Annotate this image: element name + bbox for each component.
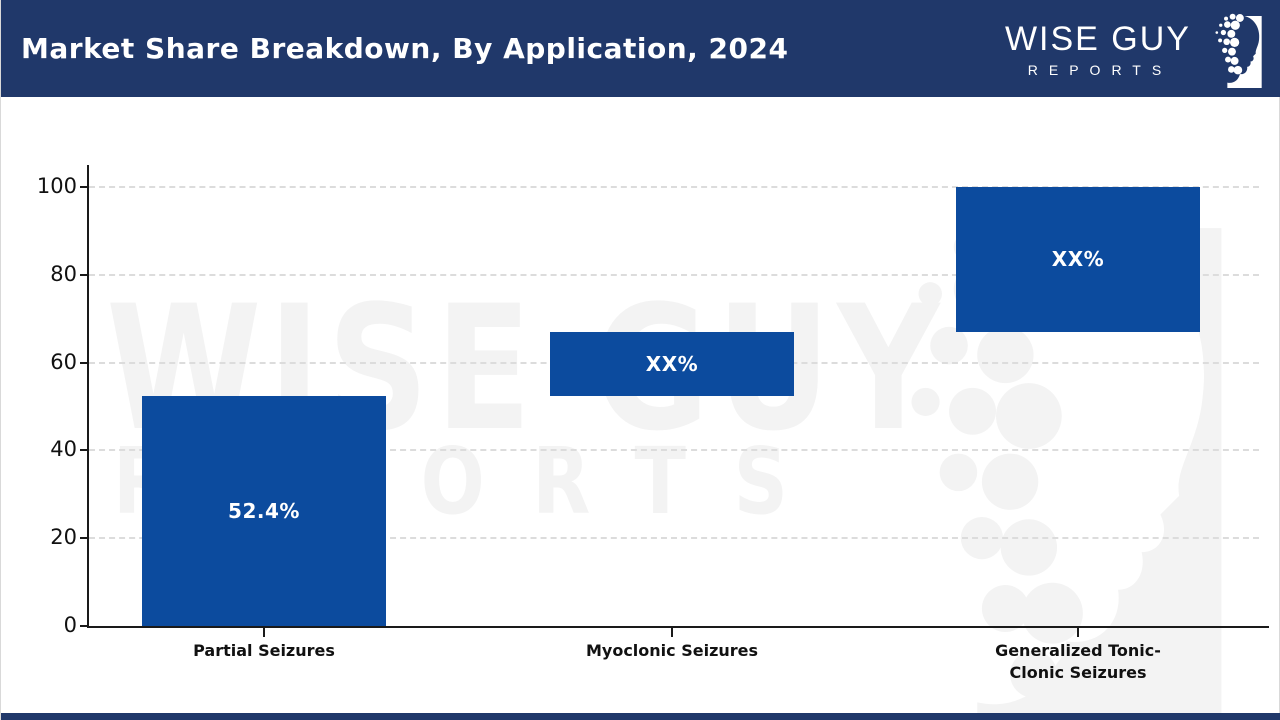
wise-guy-reports-logo: WISE GUY REPORTS bbox=[1005, 6, 1263, 92]
y-axis-tick-mark bbox=[80, 361, 89, 364]
chart-title: Market Share Breakdown, By Application, … bbox=[21, 32, 789, 65]
bar-value-label: XX% bbox=[1051, 247, 1105, 272]
y-axis-line bbox=[87, 165, 89, 628]
y-axis-tick-mark bbox=[80, 449, 89, 452]
bar-1: 52.4% bbox=[142, 395, 386, 626]
y-axis-tick-mark bbox=[80, 186, 89, 188]
logo-text: WISE GUY REPORTS bbox=[1005, 20, 1191, 78]
y-axis-tick-label: 60 bbox=[50, 349, 77, 374]
header-bar: Market Share Breakdown, By Application, … bbox=[1, 0, 1280, 97]
y-axis-tick-label: 20 bbox=[50, 525, 77, 550]
x-axis-line bbox=[87, 626, 1269, 628]
x-category-label: Generalized Tonic-Clonic Seizures bbox=[995, 641, 1161, 682]
logo-wordmark: WISE GUY bbox=[1004, 20, 1191, 58]
y-axis-tick-label: 80 bbox=[50, 261, 77, 286]
bar-value-label: 52.4% bbox=[228, 498, 300, 523]
bar-3: XX% bbox=[956, 187, 1200, 332]
gridline-y-20 bbox=[89, 537, 1259, 540]
x-category-label: Partial Seizures bbox=[193, 641, 335, 660]
bar-2: XX% bbox=[550, 331, 794, 396]
y-axis-tick-label: 0 bbox=[63, 613, 77, 637]
bar-value-label: XX% bbox=[645, 351, 699, 376]
x-axis-tick-mark bbox=[1077, 628, 1079, 637]
logo-head-icon bbox=[1215, 13, 1262, 88]
logo-subtext: REPORTS bbox=[1027, 62, 1173, 78]
gridline-y-40 bbox=[89, 449, 1259, 452]
footer-bar bbox=[1, 713, 1280, 720]
x-category-label: Myoclonic Seizures bbox=[585, 641, 759, 660]
y-axis-tick-mark bbox=[80, 537, 89, 540]
y-axis-tick-label: 100 bbox=[36, 174, 77, 198]
gridline-y-80 bbox=[89, 273, 1259, 276]
y-axis-tick-mark bbox=[80, 273, 89, 276]
y-axis-tick-label: 40 bbox=[50, 437, 77, 462]
x-axis-tick-mark bbox=[263, 628, 265, 637]
y-axis-tick-mark bbox=[80, 625, 89, 627]
x-axis-tick-mark bbox=[671, 628, 673, 637]
gridline-y-100 bbox=[89, 186, 1259, 188]
